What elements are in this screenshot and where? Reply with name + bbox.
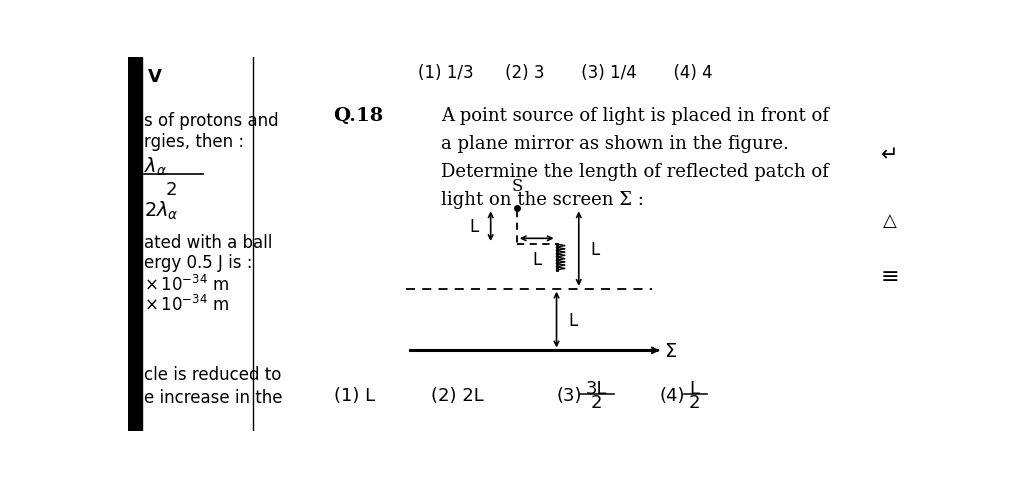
Text: Q.18: Q.18: [333, 106, 383, 124]
Text: $\times\,10^{-34}$ m: $\times\,10^{-34}$ m: [143, 295, 229, 315]
Text: 2: 2: [591, 393, 602, 410]
Text: 2: 2: [689, 393, 700, 410]
Text: cle is reduced to: cle is reduced to: [143, 365, 282, 383]
Text: Determine the length of reflected patch of: Determine the length of reflected patch …: [441, 163, 829, 181]
Text: (3): (3): [557, 386, 582, 404]
Text: rgies, then :: rgies, then :: [143, 133, 244, 151]
Text: (1) L: (1) L: [334, 386, 375, 404]
Text: ergy 0.5 J is :: ergy 0.5 J is :: [143, 254, 252, 272]
Text: (1) 1/3      (2) 3       (3) 1/4       (4) 4: (1) 1/3 (2) 3 (3) 1/4 (4) 4: [418, 64, 713, 82]
Text: (2) 2L: (2) 2L: [431, 386, 483, 404]
Text: L: L: [470, 218, 479, 236]
Text: S: S: [511, 178, 522, 195]
Text: V: V: [147, 67, 162, 85]
Text: $2\lambda_\alpha$: $2\lambda_\alpha$: [143, 200, 178, 222]
Text: L: L: [568, 311, 578, 329]
Text: $\lambda_\alpha$: $\lambda_\alpha$: [143, 155, 167, 177]
Text: L: L: [532, 250, 542, 268]
Text: ↵: ↵: [881, 145, 899, 165]
Text: $\Sigma$: $\Sigma$: [664, 341, 677, 360]
Text: A point source of light is placed in front of: A point source of light is placed in fro…: [441, 106, 829, 124]
Text: L: L: [689, 379, 699, 398]
Text: s of protons and: s of protons and: [143, 112, 279, 130]
Text: a plane mirror as shown in the figure.: a plane mirror as shown in the figure.: [441, 135, 790, 152]
Text: ated with a ball: ated with a ball: [143, 233, 272, 251]
Text: e increase in the: e increase in the: [143, 388, 283, 406]
Text: ≡: ≡: [881, 266, 899, 286]
Text: light on the screen Σ :: light on the screen Σ :: [441, 190, 644, 208]
Text: △: △: [883, 211, 897, 229]
Text: 2: 2: [166, 181, 177, 198]
Text: 3L: 3L: [586, 379, 607, 398]
Bar: [128, 58, 142, 431]
Text: $\times\,10^{-34}$ m: $\times\,10^{-34}$ m: [143, 274, 229, 294]
Text: L: L: [591, 240, 600, 258]
Text: (4): (4): [659, 386, 685, 404]
